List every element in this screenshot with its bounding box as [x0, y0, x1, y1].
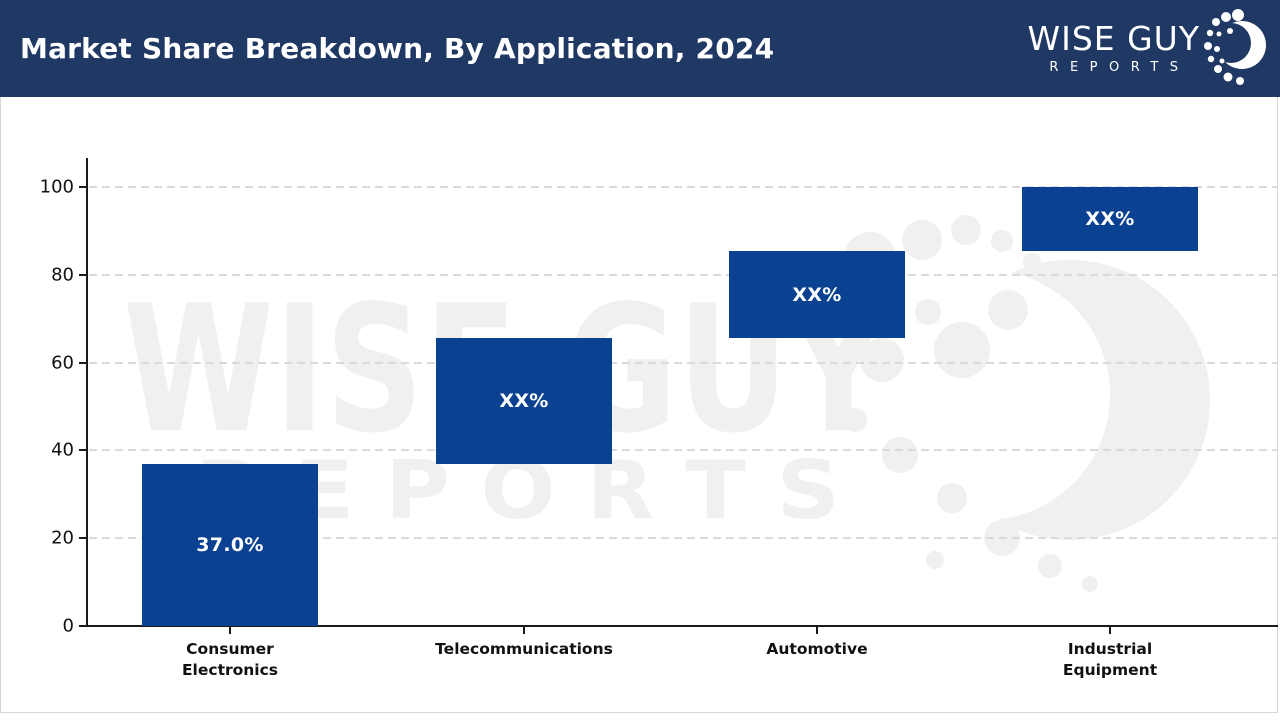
x-axis-line: [86, 625, 1278, 627]
y-tick-mark: [79, 449, 86, 452]
header: Market Share Breakdown, By Application, …: [0, 0, 1280, 97]
y-tick-label: 20: [51, 527, 74, 549]
x-tick-mark: [1109, 627, 1111, 634]
wiseguy-logo: WISE GUY REPORTS: [1027, 8, 1266, 89]
bar-consumer-electronics: 37.0%: [142, 463, 318, 626]
x-tick-mark: [229, 627, 231, 634]
y-tick-label: 100: [39, 176, 74, 198]
y-tick-mark: [79, 625, 86, 627]
bar-telecommunications: XX%: [436, 338, 612, 464]
x-category-label: Automotive: [766, 640, 868, 658]
y-tick-label: 80: [51, 264, 74, 286]
wiseguy-head-icon: [1204, 8, 1266, 85]
y-tick-mark: [79, 537, 86, 540]
y-tick-label: 0: [62, 615, 74, 637]
chart-title: Market Share Breakdown, By Application, …: [20, 32, 775, 65]
gridline: [89, 186, 1277, 188]
gridline: [89, 449, 1277, 452]
y-tick-mark: [79, 186, 86, 188]
y-tick-label: 60: [51, 352, 74, 374]
x-category-label: Industrial Equipment: [1062, 640, 1158, 679]
x-tick-mark: [523, 627, 525, 634]
bar-industrial-equipment: XX%: [1022, 187, 1198, 251]
logo-brand-text: WISE GUY: [1027, 19, 1200, 58]
y-tick-mark: [79, 273, 86, 276]
logo-sub-text: REPORTS: [1049, 60, 1190, 75]
gridline: [89, 361, 1277, 364]
x-category-label: Telecommunications: [435, 640, 613, 658]
bar-value-label: 37.0%: [196, 533, 264, 556]
x-tick-mark: [816, 627, 818, 634]
gridline: [89, 273, 1277, 276]
bar-value-label: XX%: [499, 390, 549, 412]
y-tick-label: 40: [51, 439, 74, 461]
gridline: [89, 537, 1277, 540]
bar-value-label: XX%: [792, 283, 842, 306]
y-axis-line: [86, 158, 88, 627]
y-tick-mark: [79, 361, 86, 364]
bar-automotive: XX%: [729, 250, 905, 339]
bar-value-label: XX%: [1085, 207, 1135, 230]
x-category-label: Consumer Electronics: [181, 640, 279, 679]
